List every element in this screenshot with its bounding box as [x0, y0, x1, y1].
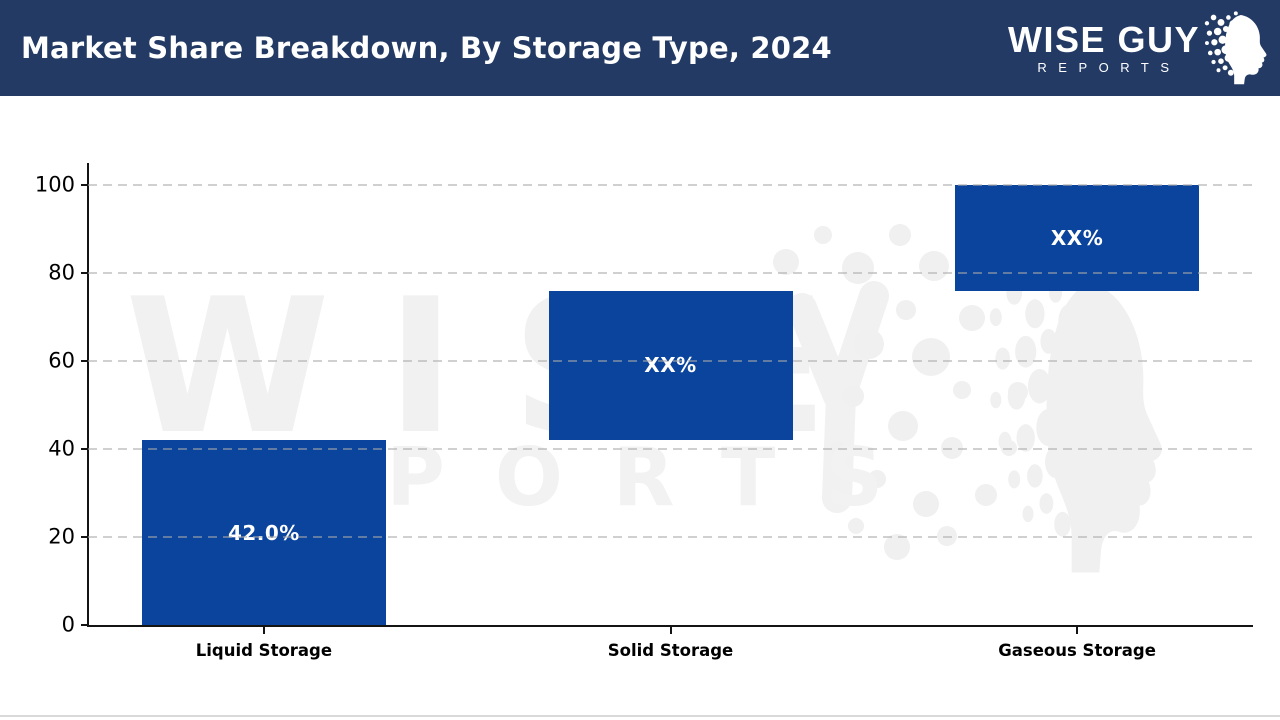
y-tick-label: 20 [48, 524, 75, 549]
chart-canvas: WISE REPORTS 0 20 40 60 80 100 42.0% XX% XX% Li… [0, 96, 1280, 720]
x-category-label: Gaseous Storage [998, 641, 1156, 660]
y-axis: 0 20 40 60 80 100 [0, 163, 88, 635]
bar-liquid-storage: 42.0% [141, 440, 386, 625]
y-tick-mark [81, 536, 87, 538]
y-tick-label: 60 [48, 348, 75, 373]
logo-wordmark: WISE GUY [1007, 19, 1200, 61]
logo-subtitle: REPORTS [1037, 59, 1181, 75]
y-tick-mark [81, 184, 87, 186]
x-axis: Liquid Storage Solid Storage Gaseous Stora… [88, 627, 1253, 697]
y-tick-label: 80 [48, 260, 75, 285]
logo-face-icon [1204, 11, 1267, 85]
y-tick-mark [81, 360, 87, 363]
bar-solid-storage: XX% [548, 290, 793, 441]
plot-area: 42.0% XX% XX% [88, 163, 1253, 625]
logo-text: WISE GUY REPORTS [1008, 21, 1200, 75]
gridline [88, 272, 1253, 274]
gridline [88, 448, 1253, 450]
page-title: Market Share Breakdown, By Storage Type,… [21, 31, 832, 65]
bar-gaseous-storage: XX% [955, 185, 1200, 291]
y-tick-mark [81, 624, 87, 626]
x-category-label: Liquid Storage [195, 641, 333, 660]
y-tick-label: 0 [61, 612, 75, 637]
x-tick-mark [1076, 627, 1079, 634]
bottom-divider [0, 715, 1280, 717]
bar-value-label: XX% [1050, 225, 1104, 250]
x-axis-line [88, 625, 1253, 627]
header: Market Share Breakdown, By Storage Type,… [0, 0, 1280, 96]
x-tick-mark [669, 627, 672, 634]
bar-value-label: 42.0% [227, 520, 300, 545]
y-tick-mark [81, 272, 87, 274]
x-tick-mark [262, 627, 265, 634]
gridline [88, 360, 1253, 363]
y-tick-label: 100 [34, 172, 75, 197]
bar-value-label: XX% [644, 353, 697, 378]
gridline [88, 184, 1253, 186]
y-axis-line [87, 163, 89, 627]
y-tick-mark [81, 448, 87, 450]
x-category-label: Solid Storage [607, 641, 734, 660]
y-tick-label: 40 [48, 436, 75, 461]
gridline [88, 536, 1253, 538]
logo: WISE GUY REPORTS [1008, 5, 1268, 91]
